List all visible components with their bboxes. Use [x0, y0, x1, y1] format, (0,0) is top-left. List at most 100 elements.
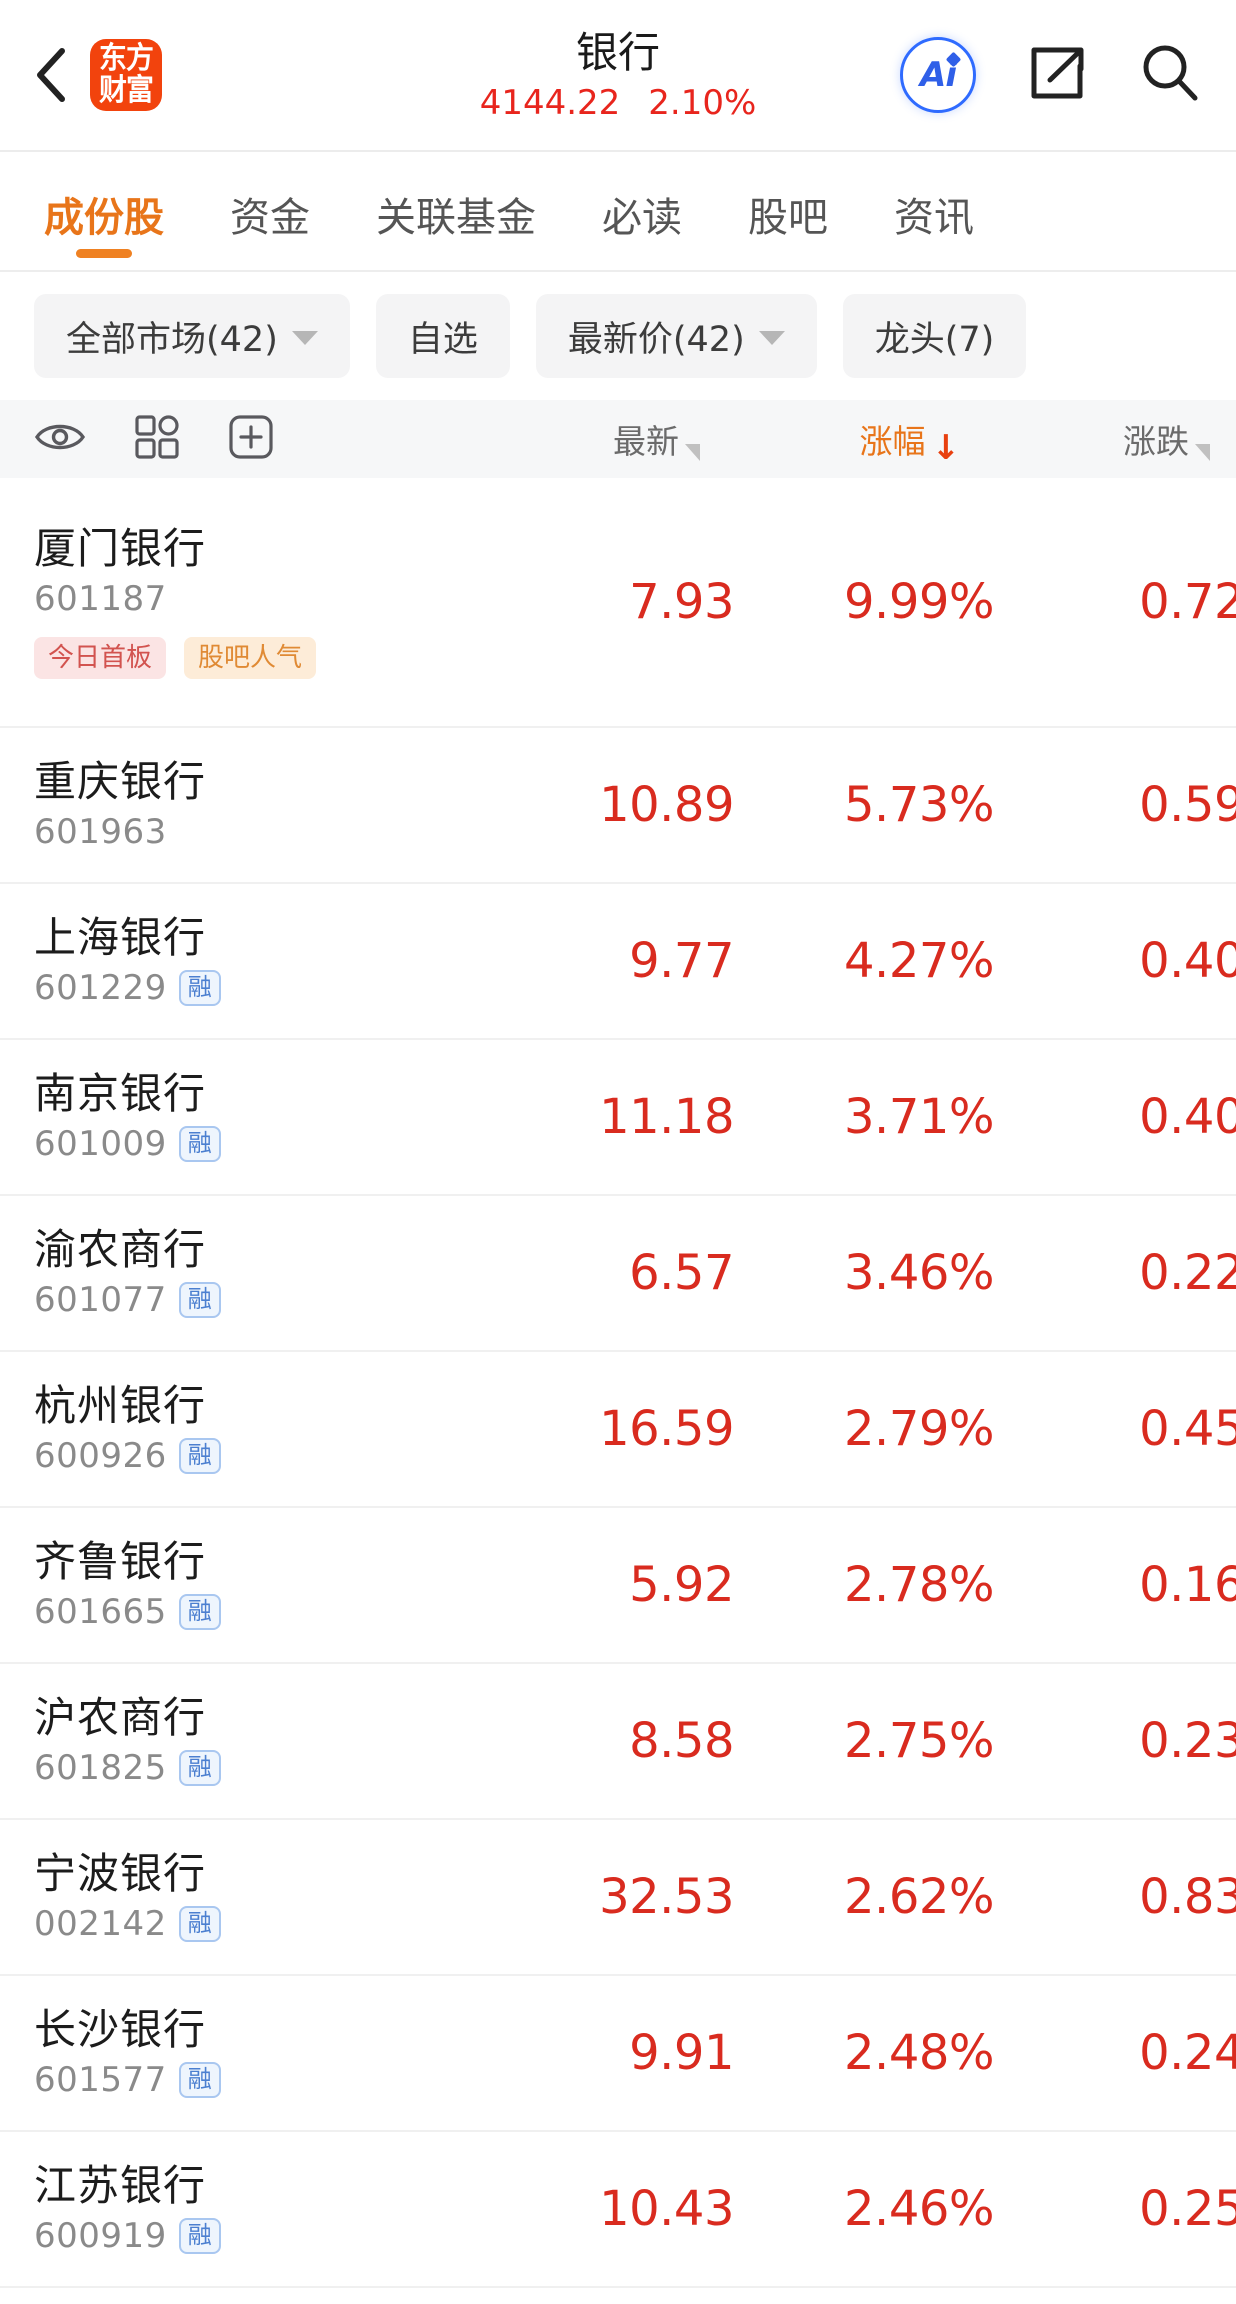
stock-name: 齐鲁银行: [34, 1537, 207, 1587]
stock-name: 江苏银行: [34, 2161, 207, 2211]
margin-trading-badge: 融: [178, 969, 221, 1006]
stock-code-line: 601825 融: [34, 1748, 464, 1788]
cell-change-pct: 2.48%: [844, 2025, 994, 2081]
stock-values: 9.77 4.27% 0.40: [464, 933, 1236, 989]
external-link-icon[interactable]: [1026, 42, 1088, 108]
status-badge[interactable]: 股吧人气: [184, 636, 317, 679]
stock-code: 601187: [34, 578, 167, 619]
cell-change-pct: 2.75%: [844, 1713, 994, 1769]
table-row[interactable]: 厦门银行 601187 今日首板 股吧人气 7.93 9.99% 0.72: [0, 478, 1236, 728]
stock-code: 601077: [34, 1279, 167, 1320]
stock-identity: 杭州银行 600926 融: [34, 1382, 464, 1476]
cell-last-price: 32.53: [599, 1869, 734, 1925]
stock-code-line: 601187: [34, 579, 464, 619]
margin-trading-badge: 融: [178, 1437, 221, 1474]
stock-code-line: 600926 融: [34, 1436, 464, 1476]
cell-change-pct: 2.78%: [844, 1557, 994, 1613]
cell-change: 0.59: [1139, 777, 1236, 833]
stock-name: 南京银行: [34, 1069, 207, 1119]
eastmoney-logo[interactable]: 东方 财富: [90, 39, 162, 111]
cell-change-pct: 3.71%: [844, 1089, 994, 1145]
chip-label: 龙头(7): [874, 319, 995, 360]
tab-label: 成份股: [44, 195, 164, 241]
cell-change-pct: 5.73%: [844, 777, 994, 833]
grid-icon[interactable]: [134, 414, 180, 464]
status-badge[interactable]: 今日首板: [34, 636, 167, 679]
filter-chip-watchlist[interactable]: 自选: [375, 294, 510, 378]
cell-change: 0.24: [1139, 2025, 1236, 2081]
cell-change: 0.83: [1139, 1869, 1236, 1925]
index-change-pct: 2.10%: [648, 83, 757, 124]
tab-guba[interactable]: 股吧: [748, 152, 828, 270]
stock-identity: 渝农商行 601077 融: [34, 1226, 464, 1320]
stock-identity: 齐鲁银行 601665 融: [34, 1537, 464, 1632]
table-row[interactable]: 南京银行 601009 融 11.18 3.71% 0.40: [0, 1040, 1236, 1196]
stock-identity: 长沙银行 601577 融: [34, 2006, 464, 2100]
stock-code-line: 601229 融: [34, 968, 464, 1008]
column-header-last[interactable]: 最新: [430, 415, 700, 463]
stock-name: 上海银行: [34, 913, 207, 963]
table-row[interactable]: 沪农商行 601825 融 8.58 2.75% 0.23: [0, 1664, 1236, 1820]
tab-chengfengu[interactable]: 成份股: [44, 152, 164, 270]
stock-code-line: 600919 融: [34, 2216, 464, 2256]
cell-change-pct: 3.46%: [844, 1245, 994, 1301]
ai-icon[interactable]: Ai: [900, 37, 976, 113]
stock-identity: 南京银行 601009 融: [34, 1069, 464, 1164]
add-icon[interactable]: [228, 414, 274, 464]
table-row[interactable]: 重庆银行 601963 10.89 5.73% 0.59: [0, 728, 1236, 884]
table-header-icons: [34, 414, 274, 464]
table-header-columns: 最新 涨幅 ↓ 涨跌: [430, 415, 1210, 465]
cell-change: 0.25: [1139, 2181, 1236, 2237]
stock-values: 16.59 2.79% 0.45: [464, 1401, 1236, 1457]
table-row[interactable]: 齐鲁银行 601665 融 5.92 2.78% 0.16: [0, 1508, 1236, 1664]
cell-change-pct: 4.27%: [844, 933, 994, 989]
column-header-change-pct[interactable]: 涨幅 ↓: [700, 415, 961, 465]
cell-last-price: 10.43: [599, 2181, 734, 2237]
stock-code: 601963: [34, 811, 167, 852]
page-title: 银行: [575, 27, 660, 77]
eye-icon[interactable]: [34, 418, 86, 460]
stock-code: 002142: [34, 1903, 167, 1944]
margin-trading-badge: 融: [178, 1905, 221, 1942]
tab-bidu[interactable]: 必读: [602, 152, 682, 270]
logo-line-1: 东方: [99, 41, 154, 76]
filter-chip-leader[interactable]: 龙头(7): [842, 294, 1027, 378]
stock-values: 6.57 3.46% 0.22: [464, 1245, 1236, 1301]
search-icon[interactable]: [1138, 41, 1202, 109]
stock-values: 9.91 2.48% 0.24: [464, 2025, 1236, 2081]
stock-values: 5.92 2.78% 0.16: [464, 1557, 1236, 1613]
filter-chip-latest-price[interactable]: 最新价(42): [535, 294, 817, 378]
stock-identity: 厦门银行 601187 今日首板 股吧人气: [34, 525, 464, 679]
cell-change: 0.40: [1139, 933, 1236, 989]
filter-chip-market[interactable]: 全部市场(42): [34, 294, 350, 378]
back-chevron-icon[interactable]: [34, 47, 68, 103]
chevron-down-icon: [291, 331, 318, 345]
table-row[interactable]: 杭州银行 600926 融 16.59 2.79% 0.45: [0, 1352, 1236, 1508]
stock-tags: 今日首板 股吧人气: [34, 636, 464, 679]
tab-zixun[interactable]: 资讯: [894, 152, 974, 270]
stock-code: 600926: [34, 1435, 167, 1476]
cell-last-price: 8.58: [629, 1713, 734, 1769]
cell-last-price: 16.59: [599, 1401, 734, 1457]
cell-last-price: 9.91: [629, 2025, 734, 2081]
column-header-label: 涨跌: [1123, 422, 1189, 461]
stock-values: 10.89 5.73% 0.59: [464, 777, 1236, 833]
tab-label: 股吧: [748, 195, 828, 241]
column-header-change[interactable]: 涨跌: [960, 415, 1210, 463]
table-row[interactable]: 渝农商行 601077 融 6.57 3.46% 0.22: [0, 1196, 1236, 1352]
table-row[interactable]: 上海银行 601229 融 9.77 4.27% 0.40: [0, 884, 1236, 1040]
tab-label: 资金: [230, 195, 310, 241]
table-row[interactable]: 宁波银行 002142 融 32.53 2.62% 0.83: [0, 1820, 1236, 1976]
tab-guanlianjijin[interactable]: 关联基金: [376, 152, 536, 270]
stock-identity: 上海银行 601229 融: [34, 913, 464, 1008]
stock-name: 沪农商行: [34, 1693, 207, 1743]
margin-trading-badge: 融: [178, 1125, 221, 1162]
cell-change-pct: 2.46%: [844, 2181, 994, 2237]
tab-bar: 成份股 资金 关联基金 必读 股吧 资讯: [0, 152, 1236, 272]
tab-zijin[interactable]: 资金: [230, 152, 310, 270]
table-row[interactable]: 江苏银行 600919 融 10.43 2.46% 0.25: [0, 2132, 1236, 2288]
cell-change-pct: 2.62%: [844, 1869, 994, 1925]
nav-right-group: Ai: [900, 37, 1202, 113]
stock-code-line: 601009 融: [34, 1124, 464, 1164]
table-row[interactable]: 长沙银行 601577 融 9.91 2.48% 0.24: [0, 1976, 1236, 2132]
